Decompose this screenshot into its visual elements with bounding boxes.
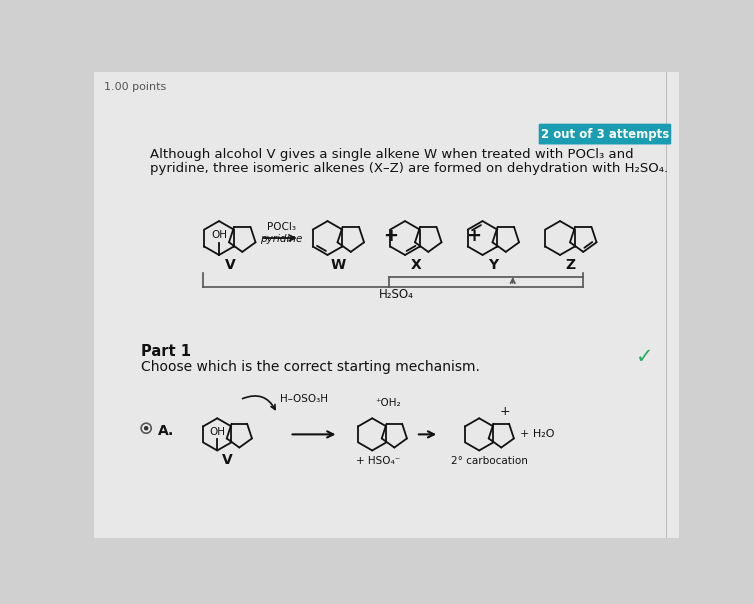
Text: 2° carbocation: 2° carbocation (451, 455, 528, 466)
Text: A.: A. (158, 424, 174, 439)
Text: Choose which is the correct starting mechanism.: Choose which is the correct starting mec… (141, 361, 480, 374)
Text: ✓: ✓ (636, 347, 653, 367)
Text: V: V (222, 452, 233, 467)
Text: + H₂O: + H₂O (520, 429, 555, 439)
Circle shape (144, 426, 149, 431)
Text: +: + (500, 405, 510, 418)
Text: +: + (467, 227, 482, 245)
Text: +: + (383, 227, 398, 245)
FancyBboxPatch shape (538, 124, 671, 144)
Text: OH: OH (211, 230, 227, 240)
Text: V: V (225, 258, 235, 272)
Circle shape (141, 423, 152, 433)
Text: pyridine, three isomeric alkenes (X–Z) are formed on dehydration with H₂SO₄.: pyridine, three isomeric alkenes (X–Z) a… (150, 162, 668, 175)
Text: POCl₃: POCl₃ (266, 222, 296, 233)
Text: Although alcohol V gives a single alkene W when treated with POCl₃ and: Although alcohol V gives a single alkene… (150, 148, 633, 161)
Text: Y: Y (489, 258, 498, 272)
Text: H–OSO₃H: H–OSO₃H (280, 394, 328, 404)
Text: Z: Z (566, 258, 576, 272)
Text: ⁺OH₂: ⁺OH₂ (375, 398, 401, 408)
Text: 1.00 points: 1.00 points (103, 82, 166, 92)
Text: + HSO₄⁻: + HSO₄⁻ (356, 455, 400, 466)
Text: X: X (410, 258, 421, 272)
Text: OH: OH (210, 426, 225, 437)
Text: W: W (331, 258, 346, 272)
Text: Part 1: Part 1 (141, 344, 191, 359)
Text: pyridine: pyridine (260, 234, 302, 244)
Text: H₂SO₄: H₂SO₄ (379, 288, 414, 301)
Text: 2 out of 3 attempts: 2 out of 3 attempts (541, 129, 669, 141)
